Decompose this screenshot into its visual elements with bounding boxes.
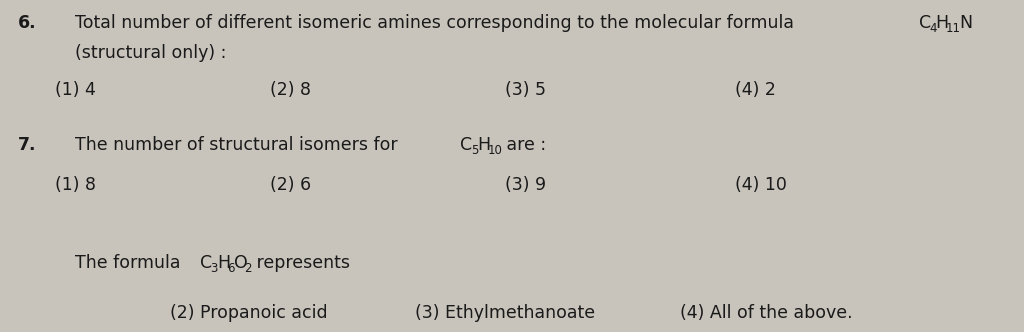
Text: 4: 4 — [929, 22, 937, 35]
Text: (3) Ethylmethanoate: (3) Ethylmethanoate — [415, 304, 595, 322]
Text: represents: represents — [251, 254, 350, 272]
Text: H: H — [936, 14, 949, 32]
Text: (1) 4: (1) 4 — [55, 81, 96, 99]
Text: 6: 6 — [227, 262, 234, 275]
Text: 11: 11 — [946, 22, 962, 35]
Text: (4) All of the above.: (4) All of the above. — [680, 304, 853, 322]
Text: O: O — [233, 254, 248, 272]
Text: The formula: The formula — [75, 254, 186, 272]
Text: 2: 2 — [245, 262, 252, 275]
Text: (3) 9: (3) 9 — [505, 176, 546, 194]
Text: 10: 10 — [487, 143, 503, 156]
Text: (structural only) :: (structural only) : — [75, 44, 226, 62]
Text: C: C — [461, 136, 472, 154]
Text: 7.: 7. — [18, 136, 37, 154]
Text: C: C — [919, 14, 931, 32]
Text: Total number of different isomeric amines corresponding to the molecular formula: Total number of different isomeric amine… — [75, 14, 800, 32]
Text: (3) 5: (3) 5 — [505, 81, 546, 99]
Text: (4) 10: (4) 10 — [735, 176, 786, 194]
Text: C: C — [200, 254, 212, 272]
Text: are :: are : — [501, 136, 546, 154]
Text: (2) Propanoic acid: (2) Propanoic acid — [170, 304, 328, 322]
Text: (2) 6: (2) 6 — [270, 176, 311, 194]
Text: (4) 2: (4) 2 — [735, 81, 776, 99]
Text: 6.: 6. — [18, 14, 37, 32]
Text: 5: 5 — [471, 143, 478, 156]
Text: (1) 8: (1) 8 — [55, 176, 96, 194]
Text: H: H — [217, 254, 230, 272]
Text: (2) 8: (2) 8 — [270, 81, 311, 99]
Text: The number of structural isomers for: The number of structural isomers for — [75, 136, 403, 154]
Text: N: N — [959, 14, 972, 32]
Text: H: H — [477, 136, 490, 154]
Text: 3: 3 — [210, 262, 218, 275]
